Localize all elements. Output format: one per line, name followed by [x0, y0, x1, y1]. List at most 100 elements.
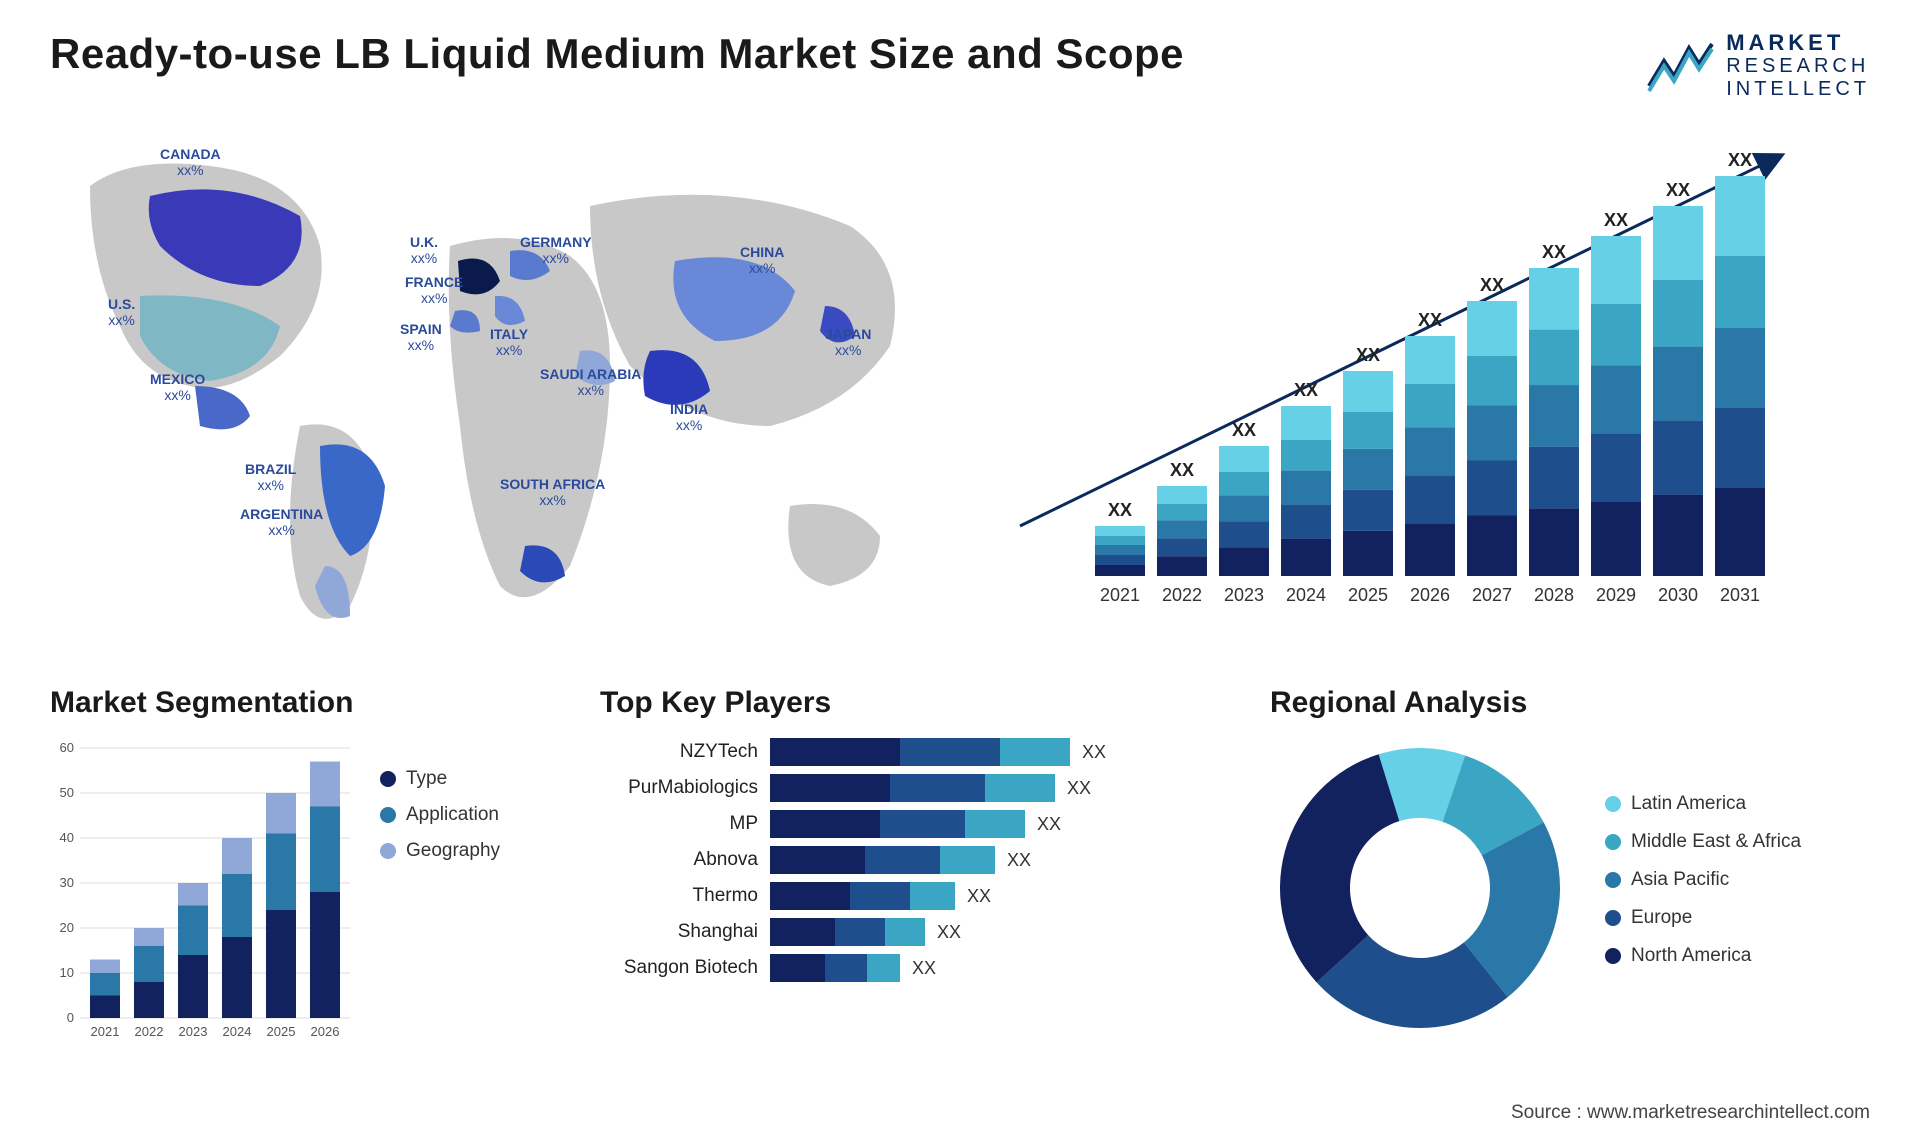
svg-text:XX: XX: [1232, 420, 1256, 440]
svg-text:2025: 2025: [267, 1024, 296, 1039]
player-bar-segment: [1000, 738, 1070, 766]
player-name: PurMabiologics: [600, 777, 770, 799]
svg-text:2023: 2023: [1224, 585, 1264, 605]
player-bar: [770, 918, 925, 946]
legend-swatch: [380, 807, 396, 823]
player-value: XX: [1037, 814, 1061, 835]
svg-text:0: 0: [67, 1010, 74, 1025]
logo-line2: RESEARCH: [1726, 55, 1870, 78]
svg-text:XX: XX: [1294, 380, 1318, 400]
player-name: Abnova: [600, 849, 770, 871]
legend-label: North America: [1631, 945, 1751, 967]
map-label: SOUTH AFRICAxx%: [500, 476, 605, 508]
player-row: PurMabiologics XX: [600, 774, 1220, 802]
svg-text:XX: XX: [1604, 210, 1628, 230]
source-label: Source : www.marketresearchintellect.com: [1511, 1102, 1870, 1124]
svg-text:2024: 2024: [223, 1024, 252, 1039]
player-value: XX: [1067, 778, 1091, 799]
map-label: GERMANYxx%: [520, 234, 592, 266]
player-bar: [770, 774, 1055, 802]
legend-item: Middle East & Africa: [1605, 831, 1801, 853]
growth-svg: XX 2021 XX 2022 XX 2023 XX 2024 XX 2025 XX 2026 XX 20…: [990, 126, 1810, 626]
map-label: U.K.xx%: [410, 234, 438, 266]
player-value: XX: [1082, 742, 1106, 763]
player-bar-segment: [985, 774, 1055, 802]
player-value: XX: [937, 922, 961, 943]
player-name: MP: [600, 813, 770, 835]
logo: MARKET RESEARCH INTELLECT: [1644, 30, 1870, 101]
player-bar-segment: [770, 810, 880, 838]
svg-text:2021: 2021: [1100, 585, 1140, 605]
svg-text:2031: 2031: [1720, 585, 1760, 605]
svg-text:2022: 2022: [135, 1024, 164, 1039]
segmentation-chart: 0102030405060202120222023202420252026: [50, 738, 350, 1048]
player-bar-segment: [910, 882, 955, 910]
player-bar-segment: [880, 810, 965, 838]
player-row: Sangon BiotechXX: [600, 954, 1220, 982]
logo-line3: INTELLECT: [1726, 78, 1870, 101]
segmentation-panel: Market Segmentation 01020304050602021202…: [50, 686, 550, 1086]
legend-label: Application: [406, 804, 499, 826]
segmentation-legend: Type Application Geography: [380, 738, 500, 1048]
player-bar-segment: [850, 882, 910, 910]
regional-title: Regional Analysis: [1270, 686, 1870, 720]
legend-item: Application: [380, 804, 500, 826]
legend-item: North America: [1605, 945, 1801, 967]
svg-text:2025: 2025: [1348, 585, 1388, 605]
svg-text:XX: XX: [1418, 310, 1442, 330]
player-name: NZYTech: [600, 741, 770, 763]
growth-bar-chart: XX 2021 XX 2022 XX 2023 XX 2024 XX 2025 XX 2026 XX 20…: [990, 126, 1870, 646]
legend-item: Latin America: [1605, 793, 1801, 815]
player-bar-segment: [867, 954, 900, 982]
map-label: SPAINxx%: [400, 321, 442, 353]
legend-item: Type: [380, 768, 500, 790]
legend-swatch: [1605, 796, 1621, 812]
player-row: AbnovaXX: [600, 846, 1220, 874]
player-bar-segment: [770, 846, 865, 874]
svg-text:2021: 2021: [91, 1024, 120, 1039]
svg-text:40: 40: [60, 830, 74, 845]
svg-text:60: 60: [60, 740, 74, 755]
player-bar-segment: [825, 954, 867, 982]
key-players-panel: Top Key Players NZYTechXXPurMabiologicsX…: [600, 686, 1220, 1086]
svg-text:2028: 2028: [1534, 585, 1574, 605]
svg-text:2029: 2029: [1596, 585, 1636, 605]
regional-panel: Regional Analysis Latin America Middle Ea…: [1270, 686, 1870, 1086]
svg-text:20: 20: [60, 920, 74, 935]
player-bar-segment: [965, 810, 1025, 838]
legend-label: Middle East & Africa: [1631, 831, 1801, 853]
world-map-panel: CANADAxx%U.S.xx%MEXICOxx%BRAZILxx%ARGENT…: [50, 126, 930, 646]
svg-text:XX: XX: [1356, 345, 1380, 365]
player-value: XX: [967, 886, 991, 907]
player-bar-segment: [770, 954, 825, 982]
map-label: U.S.xx%: [108, 296, 135, 328]
svg-text:30: 30: [60, 875, 74, 890]
svg-text:2022: 2022: [1162, 585, 1202, 605]
svg-text:10: 10: [60, 965, 74, 980]
svg-text:2023: 2023: [179, 1024, 208, 1039]
regional-donut: [1270, 738, 1570, 1038]
player-name: Shanghai: [600, 921, 770, 943]
svg-text:2027: 2027: [1472, 585, 1512, 605]
legend-item: Geography: [380, 840, 500, 862]
player-bar: [770, 846, 995, 874]
player-bar-segment: [770, 882, 850, 910]
svg-text:2024: 2024: [1286, 585, 1326, 605]
player-row: NZYTech XX: [600, 738, 1220, 766]
player-bar: [770, 882, 955, 910]
svg-text:2026: 2026: [1410, 585, 1450, 605]
map-label: SAUDI ARABIAxx%: [540, 366, 641, 398]
svg-text:XX: XX: [1108, 500, 1132, 520]
legend-item: Asia Pacific: [1605, 869, 1801, 891]
player-bar: [770, 738, 1070, 766]
player-value: XX: [912, 958, 936, 979]
player-bar-segment: [900, 738, 1000, 766]
map-label: INDIAxx%: [670, 401, 708, 433]
legend-label: Type: [406, 768, 447, 790]
svg-text:XX: XX: [1170, 460, 1194, 480]
svg-text:XX: XX: [1666, 180, 1690, 200]
player-bar-segment: [770, 918, 835, 946]
player-row: Shanghai XX: [600, 918, 1220, 946]
svg-text:XX: XX: [1542, 242, 1566, 262]
legend-item: Europe: [1605, 907, 1801, 929]
